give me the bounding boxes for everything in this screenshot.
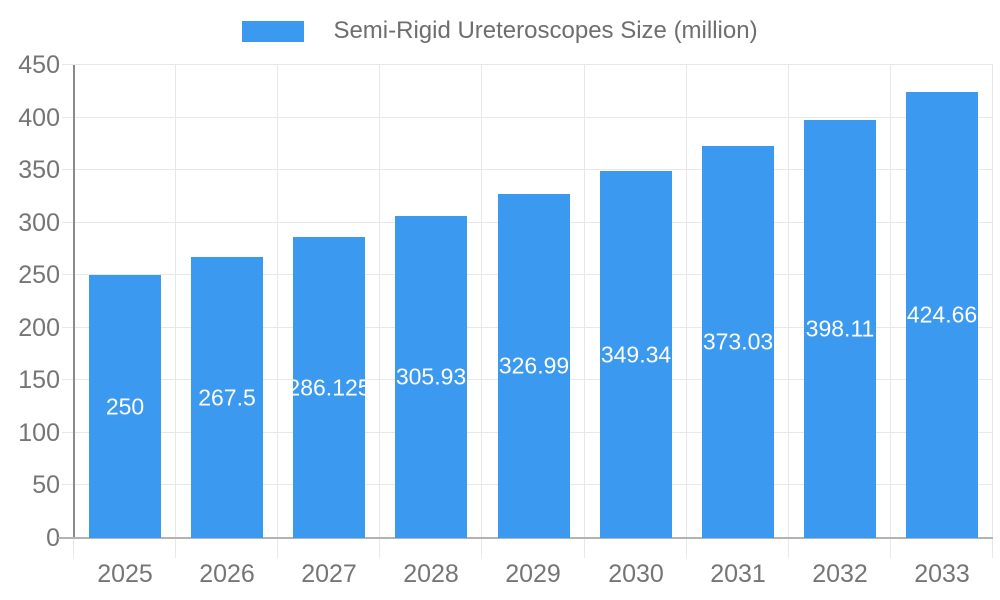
bar[interactable]: 373.03 bbox=[702, 146, 774, 538]
bar-value-label: 286.125 bbox=[287, 374, 371, 400]
x-tick bbox=[992, 538, 993, 558]
x-tick bbox=[175, 538, 176, 558]
x-axis-label: 2033 bbox=[914, 560, 970, 588]
y-axis-label: 50 bbox=[32, 471, 60, 499]
y-axis-label: 400 bbox=[18, 104, 60, 132]
bar-value-label: 250 bbox=[105, 393, 145, 419]
bar[interactable]: 398.11 bbox=[804, 120, 876, 538]
x-axis-label: 2028 bbox=[403, 560, 459, 588]
bar-value-label: 305.93 bbox=[395, 363, 467, 390]
y-axis-label: 250 bbox=[18, 261, 60, 289]
y-axis-label: 300 bbox=[18, 209, 60, 237]
x-gridline bbox=[584, 65, 585, 538]
x-gridline bbox=[788, 65, 789, 538]
bar[interactable]: 267.5 bbox=[191, 257, 263, 538]
bar[interactable]: 305.93 bbox=[395, 216, 467, 538]
x-axis-label: 2027 bbox=[301, 560, 357, 588]
bar-value-label: 398.11 bbox=[805, 315, 875, 342]
x-tick bbox=[277, 538, 278, 558]
y-tick bbox=[62, 117, 74, 118]
bar[interactable]: 326.99 bbox=[498, 194, 570, 538]
y-axis-label: 150 bbox=[18, 366, 60, 394]
bar-value-label: 424.66 bbox=[906, 301, 978, 328]
x-axis-label: 2025 bbox=[97, 560, 153, 588]
legend-swatch bbox=[242, 20, 305, 42]
y-tick bbox=[62, 379, 74, 380]
y-tick bbox=[62, 64, 74, 65]
legend: Semi-Rigid Ureteroscopes Size (million) bbox=[0, 19, 1000, 43]
x-tick bbox=[379, 538, 380, 558]
y-tick bbox=[62, 327, 74, 328]
y-axis-line bbox=[73, 65, 75, 538]
y-axis-label: 350 bbox=[18, 156, 60, 184]
x-axis-label: 2032 bbox=[812, 560, 868, 588]
y-tick bbox=[62, 274, 74, 275]
y-tick bbox=[62, 484, 74, 485]
x-gridline bbox=[277, 65, 278, 538]
x-gridline bbox=[686, 65, 687, 538]
x-gridline bbox=[175, 65, 176, 538]
x-axis-line bbox=[58, 537, 993, 539]
x-axis-label: 2026 bbox=[199, 560, 255, 588]
y-tick bbox=[62, 432, 74, 433]
x-tick bbox=[686, 538, 687, 558]
x-axis-label: 2030 bbox=[608, 560, 664, 588]
legend-label: Semi-Rigid Ureteroscopes Size (million) bbox=[333, 17, 758, 44]
y-tick bbox=[62, 169, 74, 170]
x-axis-label: 2029 bbox=[505, 560, 561, 588]
bar-value-label: 349.34 bbox=[600, 341, 672, 367]
bar-value-label: 373.03 bbox=[702, 328, 774, 355]
x-gridline bbox=[481, 65, 482, 538]
x-tick bbox=[584, 538, 585, 558]
x-gridline bbox=[379, 65, 380, 538]
bar[interactable]: 424.66 bbox=[906, 92, 978, 538]
y-axis-label: 450 bbox=[18, 51, 60, 79]
y-axis-label: 100 bbox=[18, 419, 60, 447]
x-tick bbox=[788, 538, 789, 558]
y-tick bbox=[62, 222, 74, 223]
bar[interactable]: 250 bbox=[89, 275, 161, 538]
x-tick bbox=[890, 538, 891, 558]
y-axis-label: 200 bbox=[18, 314, 60, 342]
x-tick bbox=[73, 538, 74, 558]
y-gridline bbox=[74, 117, 993, 118]
bar-value-label: 326.99 bbox=[498, 352, 570, 379]
y-axis-label: 0 bbox=[46, 524, 60, 552]
y-gridline bbox=[74, 169, 993, 170]
bar[interactable]: 349.34 bbox=[600, 171, 672, 538]
x-gridline bbox=[890, 65, 891, 538]
bar-value-label: 267.5 bbox=[198, 384, 256, 410]
x-tick bbox=[481, 538, 482, 558]
x-gridline bbox=[992, 65, 993, 538]
y-gridline bbox=[74, 64, 993, 65]
bar[interactable]: 286.125 bbox=[287, 237, 371, 538]
x-axis-label: 2031 bbox=[710, 560, 766, 588]
